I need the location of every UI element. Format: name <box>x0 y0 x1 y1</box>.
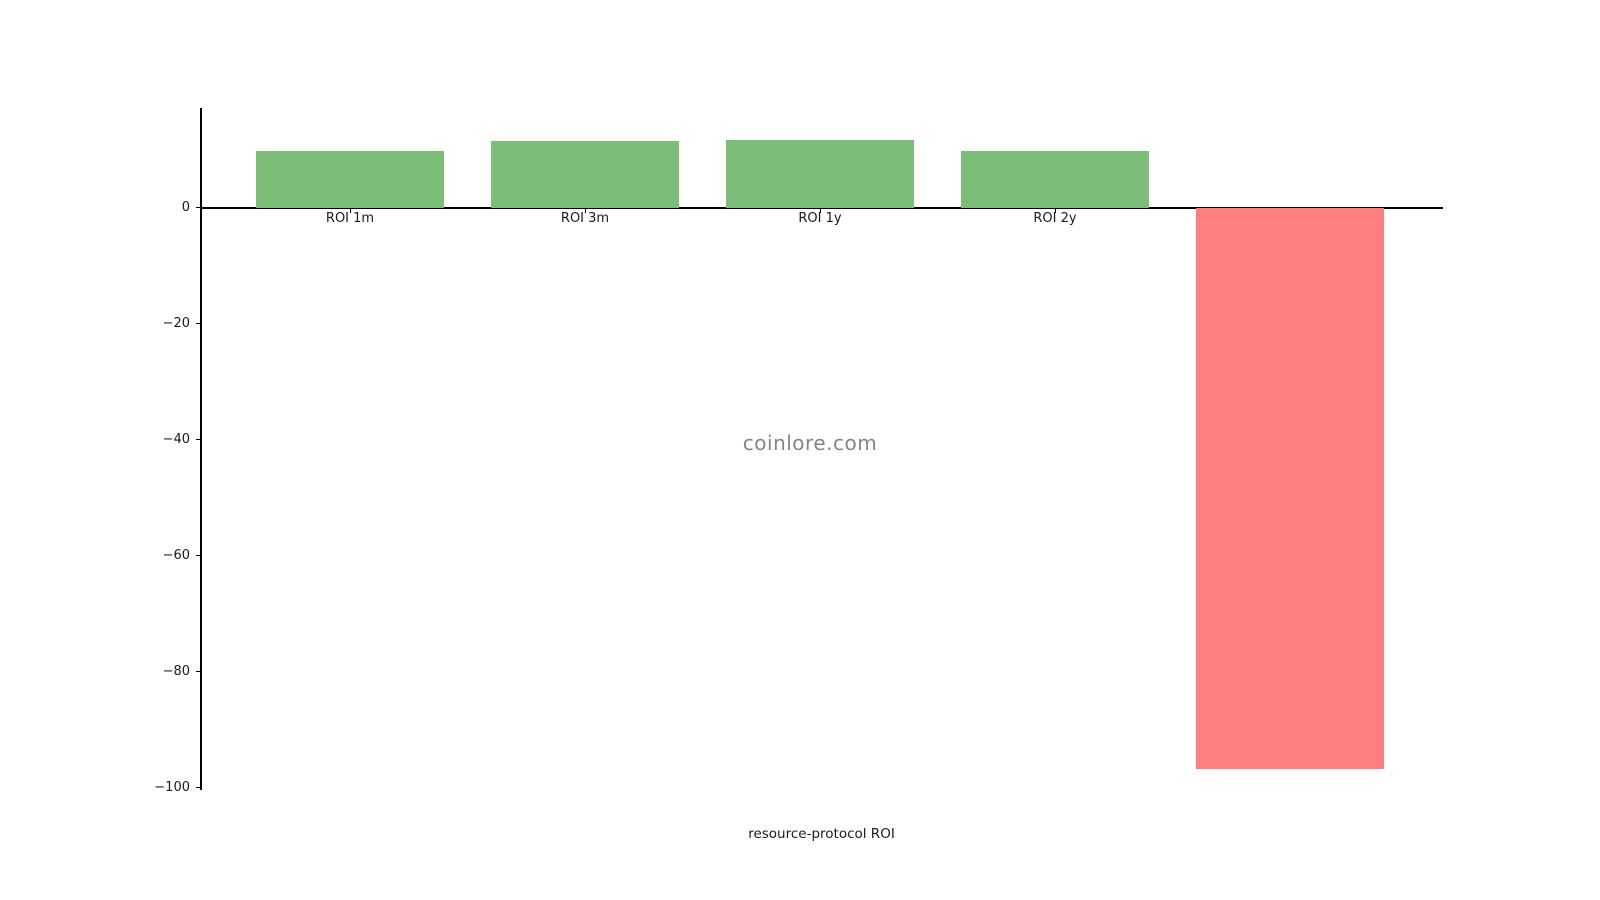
watermark-text: coinlore.com <box>742 431 878 455</box>
x-tick-label-roi-2y: ROI 2y <box>1033 211 1077 226</box>
y-axis-spine <box>200 108 202 790</box>
x-tick-roi-1m <box>349 208 351 213</box>
y-tick--80 <box>196 671 201 673</box>
x-tick-roi-1y <box>819 208 821 213</box>
x-tick-roi-3m <box>584 208 586 213</box>
bar-roi-2y <box>961 151 1149 208</box>
y-tick-label--100: −100 <box>154 780 190 795</box>
bar-roi-3m <box>491 141 679 208</box>
y-tick-label--80: −80 <box>162 664 190 679</box>
x-tick-roi-2y <box>1054 208 1056 213</box>
x-axis-label: resource-protocol ROI <box>748 826 895 842</box>
y-tick--20 <box>196 323 201 325</box>
bar-5 <box>1196 208 1384 769</box>
bar-roi-1m <box>256 151 444 208</box>
x-tick-label-roi-3m: ROI 3m <box>560 211 610 226</box>
y-tick-0 <box>196 207 201 209</box>
y-tick-label--40: −40 <box>162 432 190 447</box>
y-tick-label--20: −20 <box>162 316 190 331</box>
x-tick-label-roi-1m: ROI 1m <box>325 211 375 226</box>
y-tick-label--60: −60 <box>162 548 190 563</box>
y-tick--40 <box>196 439 201 441</box>
bar-roi-1y <box>726 140 914 208</box>
y-tick--100 <box>196 787 201 789</box>
y-tick-label-0: 0 <box>181 200 190 215</box>
y-tick--60 <box>196 555 201 557</box>
x-tick-label-roi-1y: ROI 1y <box>798 211 842 226</box>
